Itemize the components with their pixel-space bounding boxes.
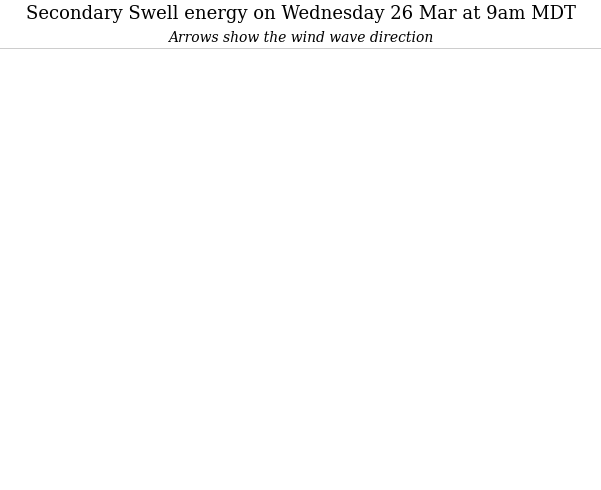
Text: Arrows show the wind wave direction: Arrows show the wind wave direction (168, 31, 433, 45)
Text: Map requires cartopy: Map requires cartopy (197, 260, 404, 279)
Text: Secondary Swell energy on Wednesday 26 Mar at 9am MDT: Secondary Swell energy on Wednesday 26 M… (26, 5, 575, 23)
